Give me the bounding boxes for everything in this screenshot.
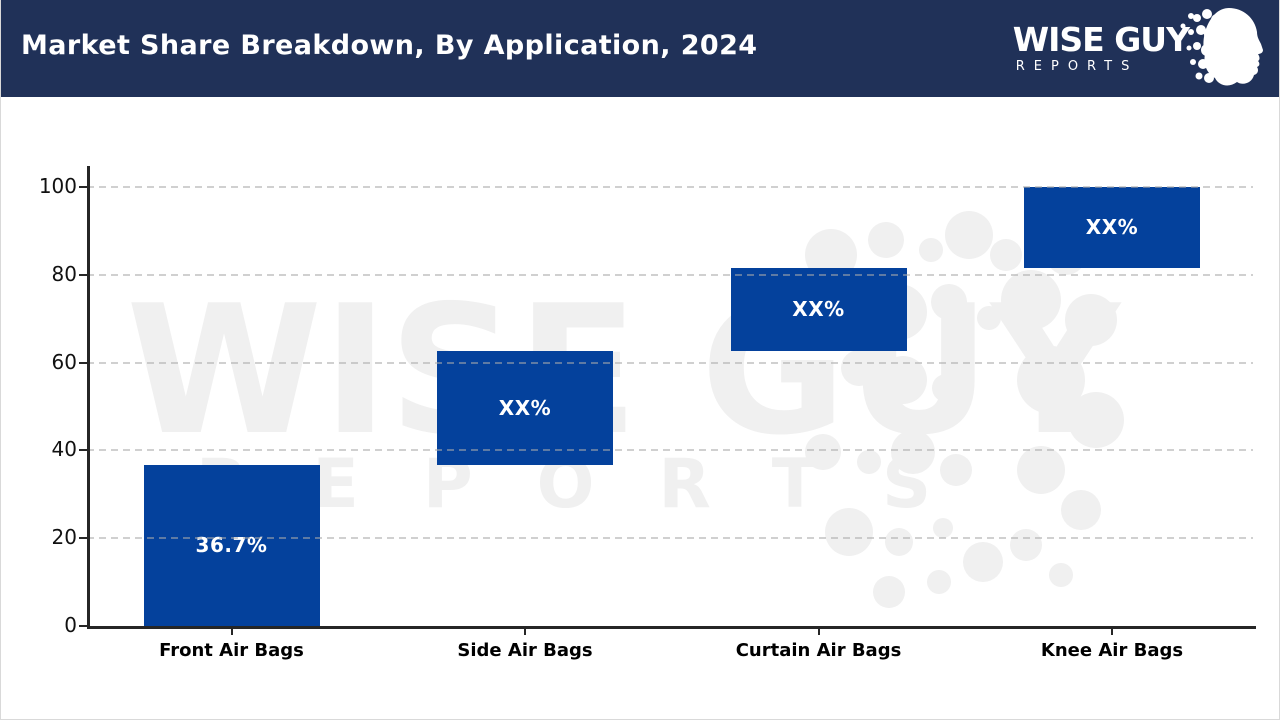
y-tick	[79, 449, 87, 452]
x-tick	[230, 629, 233, 635]
x-axis	[87, 626, 1256, 629]
y-tick-label-60: 60	[51, 349, 77, 374]
header-bar: Market Share Breakdown, By Application, …	[1, 0, 1279, 97]
x-category-label-curtain-air-bags: Curtain Air Bags	[735, 640, 902, 661]
page-title: Market Share Breakdown, By Application, …	[21, 30, 758, 61]
bar-value-label: XX%	[1085, 215, 1139, 240]
gridline-100	[87, 186, 1253, 188]
logo-subtext: REPORTS	[1015, 59, 1139, 74]
bar-curtain-air-bags: XX%	[730, 267, 907, 351]
bar-value-label: XX%	[792, 297, 845, 322]
x-category-label-knee-air-bags: Knee Air Bags	[1040, 640, 1184, 661]
bar-knee-air-bags: XX%	[1024, 187, 1200, 268]
bar-front-air-bags: 36.7%	[143, 464, 320, 626]
y-tick-label-100: 100	[38, 174, 77, 198]
y-axis	[87, 166, 90, 629]
bar-side-air-bags: XX%	[437, 350, 613, 465]
head-profile-icon	[1180, 7, 1263, 85]
y-tick-label-20: 20	[51, 525, 77, 550]
bar-value-label: XX%	[498, 395, 552, 420]
gridline-40	[87, 449, 1253, 452]
brand-logo: WISE GUY REPORTS	[1013, 4, 1269, 94]
x-tick	[817, 629, 820, 635]
y-tick-label-80: 80	[51, 261, 77, 286]
gridline-80	[87, 273, 1253, 276]
y-tick	[79, 186, 87, 188]
y-tick	[79, 361, 87, 364]
gridline-60	[87, 361, 1253, 364]
y-tick-label-40: 40	[51, 437, 77, 462]
x-tick	[1111, 629, 1113, 635]
x-tick	[524, 629, 526, 635]
brand-logo-text: WISE GUY REPORTS	[1012, 20, 1190, 74]
y-tick	[79, 625, 87, 627]
gridline-20	[87, 537, 1253, 540]
logo-wordmark: WISE GUY	[1012, 20, 1190, 59]
y-tick	[79, 537, 87, 540]
y-tick-label-0: 0	[64, 613, 77, 637]
x-category-label-front-air-bags: Front Air Bags	[159, 640, 304, 661]
y-tick	[79, 273, 87, 276]
x-category-label-side-air-bags: Side Air Bags	[457, 640, 593, 661]
